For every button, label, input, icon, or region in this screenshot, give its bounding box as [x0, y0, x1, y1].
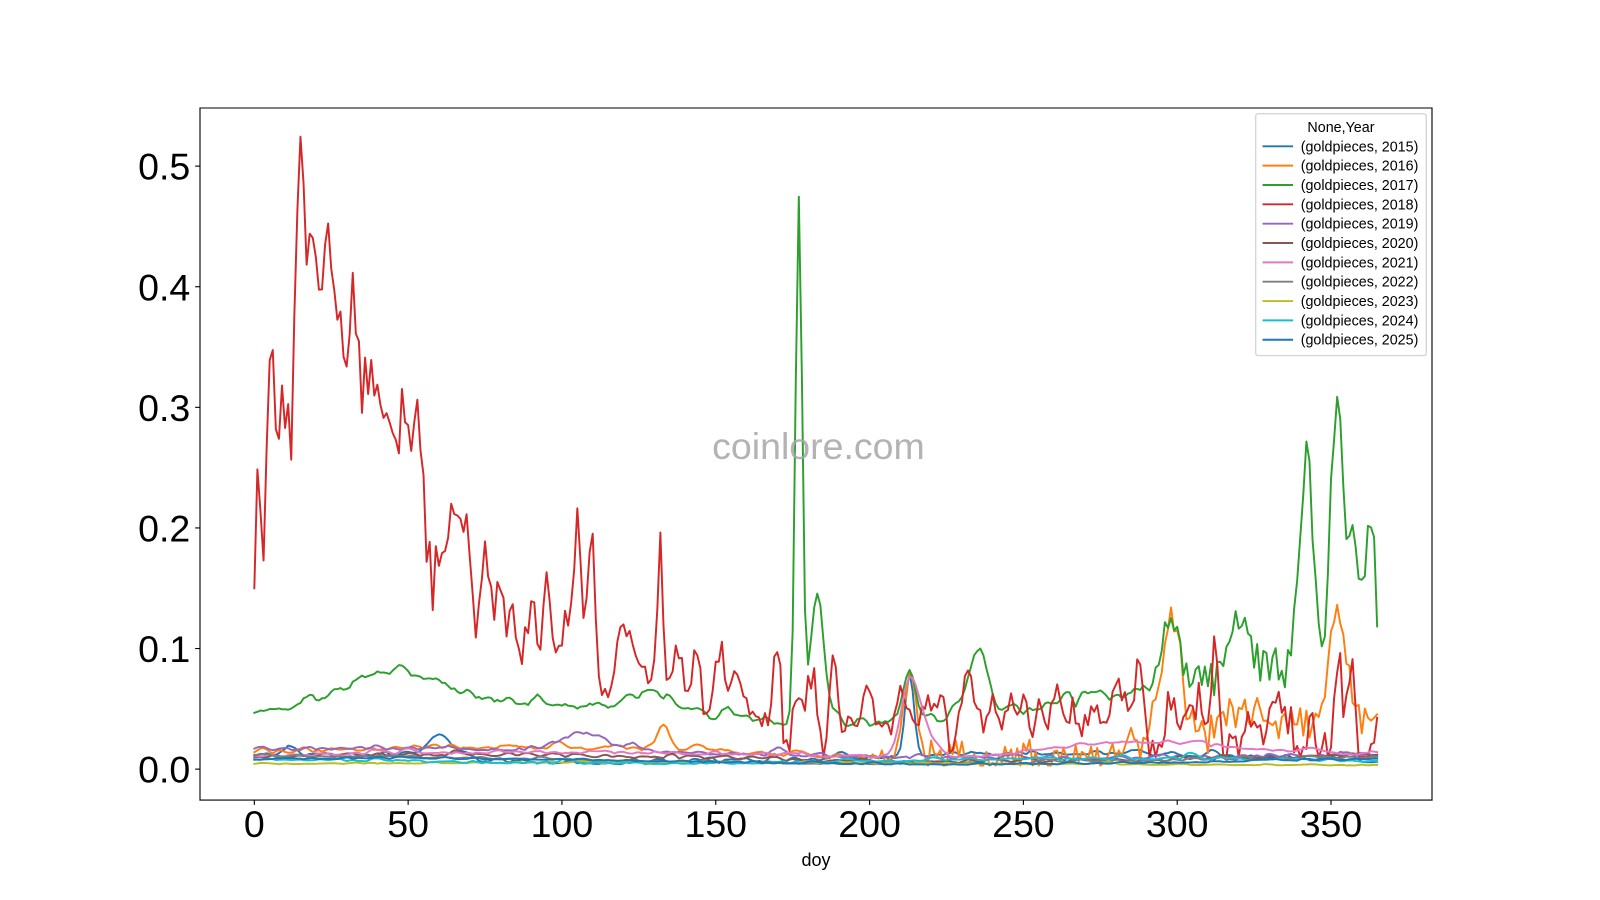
svg-text:doy: doy	[801, 850, 830, 870]
svg-text:250: 250	[992, 803, 1055, 845]
svg-text:0.4: 0.4	[138, 266, 190, 308]
svg-text:50: 50	[387, 803, 429, 845]
svg-text:(goldpieces, 2023): (goldpieces, 2023)	[1301, 294, 1419, 310]
svg-text:(goldpieces, 2015): (goldpieces, 2015)	[1301, 139, 1419, 155]
svg-text:None,Year: None,Year	[1307, 120, 1374, 136]
svg-text:(goldpieces, 2019): (goldpieces, 2019)	[1301, 217, 1419, 233]
svg-text:(goldpieces, 2021): (goldpieces, 2021)	[1301, 255, 1419, 271]
svg-text:(goldpieces, 2016): (goldpieces, 2016)	[1301, 159, 1419, 175]
svg-text:200: 200	[838, 803, 901, 845]
svg-text:150: 150	[684, 803, 747, 845]
svg-text:(goldpieces, 2025): (goldpieces, 2025)	[1301, 333, 1419, 349]
svg-text:350: 350	[1300, 803, 1363, 845]
svg-text:0: 0	[244, 803, 265, 845]
svg-text:(goldpieces, 2017): (goldpieces, 2017)	[1301, 178, 1419, 194]
svg-text:100: 100	[531, 803, 594, 845]
svg-text:0.3: 0.3	[138, 387, 190, 429]
svg-text:(goldpieces, 2022): (goldpieces, 2022)	[1301, 275, 1419, 291]
svg-text:300: 300	[1146, 803, 1209, 845]
svg-text:0.5: 0.5	[138, 146, 190, 188]
svg-text:0.2: 0.2	[138, 508, 190, 550]
svg-text:(goldpieces, 2020): (goldpieces, 2020)	[1301, 236, 1419, 252]
svg-text:(goldpieces, 2018): (goldpieces, 2018)	[1301, 197, 1419, 213]
svg-text:(goldpieces, 2024): (goldpieces, 2024)	[1301, 313, 1419, 329]
svg-text:coinlore.com: coinlore.com	[712, 425, 925, 467]
svg-text:0.0: 0.0	[138, 749, 190, 791]
svg-text:0.1: 0.1	[138, 628, 190, 670]
